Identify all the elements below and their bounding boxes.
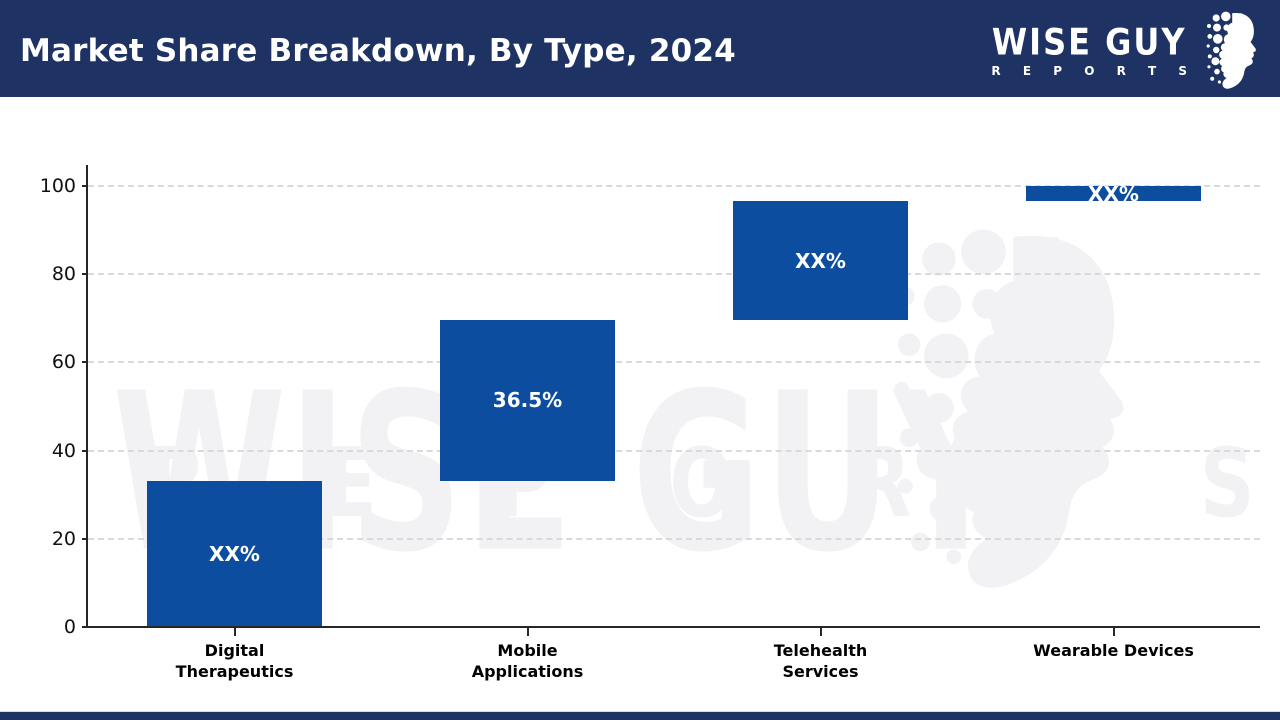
- bar-segment: [439, 319, 616, 481]
- y-axis-line: [86, 165, 88, 627]
- x-tick-mark: [233, 628, 236, 636]
- y-tick-label: 20: [51, 527, 76, 550]
- bar-segment: [1025, 186, 1202, 202]
- y-gridline: [88, 273, 1260, 276]
- brand-logo: WISE GUY R E P O R T S: [982, 8, 1266, 92]
- y-tick-label: 100: [39, 175, 76, 197]
- brand-name: WISE GUY: [991, 19, 1187, 64]
- y-tick-mark: [82, 449, 88, 452]
- bar-segment: [732, 201, 909, 320]
- brand-face-icon: [1206, 11, 1256, 89]
- brand-wordmark: WISE GUY R E P O R T S: [982, 19, 1196, 78]
- y-tick-label: 60: [51, 351, 76, 374]
- y-tick-mark: [82, 537, 88, 540]
- y-tick-label: 80: [51, 263, 76, 286]
- x-tick-mark: [819, 628, 822, 636]
- header-bar: Market Share Breakdown, By Type, 2024 WI…: [0, 0, 1280, 97]
- x-axis-line: [86, 626, 1260, 628]
- bar-value-label: 36.5%: [492, 388, 563, 413]
- y-gridline: [88, 361, 1260, 364]
- x-tick-mark: [526, 628, 529, 636]
- bar-value-label: XX%: [795, 248, 846, 273]
- x-category-label: Telehealth Services: [773, 641, 868, 681]
- y-gridline: [88, 449, 1260, 452]
- x-category-label: Mobile Applications: [471, 641, 584, 681]
- y-tick-label: 0: [63, 616, 76, 638]
- y-tick-mark: [82, 626, 88, 628]
- x-category-label: Digital Therapeutics: [175, 641, 294, 681]
- y-gridline: [88, 185, 1260, 187]
- y-tick-label: 40: [51, 439, 76, 462]
- bottom-divider: [0, 711, 1280, 712]
- x-category-label: Wearable Devices: [1033, 641, 1194, 660]
- y-tick-mark: [82, 273, 88, 276]
- y-tick-mark: [82, 185, 88, 187]
- chart-title: Market Share Breakdown, By Type, 2024: [20, 33, 736, 69]
- bar-value-label: XX%: [1088, 181, 1139, 206]
- brand-subtitle: R E P O R T S: [991, 63, 1196, 78]
- footer-bar: [0, 712, 1280, 720]
- bar-value-label: XX%: [209, 541, 260, 566]
- y-gridline: [88, 537, 1260, 540]
- bar-segment: [146, 480, 323, 627]
- x-tick-mark: [1112, 628, 1115, 636]
- y-tick-mark: [82, 361, 88, 364]
